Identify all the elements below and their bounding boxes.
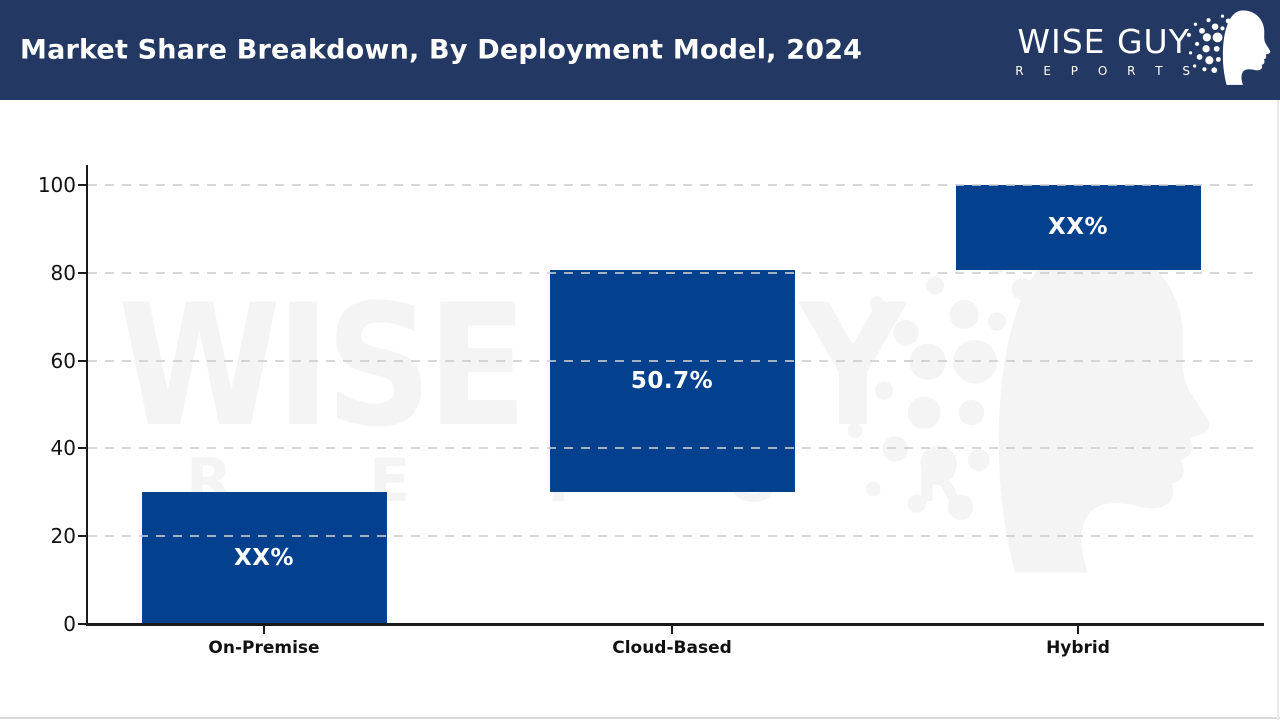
y-tick-20 <box>78 535 86 538</box>
bar-on-premise: XX% <box>141 492 387 624</box>
x-tick-label-on-premise: On-Premise <box>208 638 320 658</box>
brand-logo: WISE GUY R E P O R T S <box>1014 4 1270 96</box>
x-tick-on-premise <box>263 626 265 634</box>
gridline-40 <box>88 447 1256 450</box>
page-title: Market Share Breakdown, By Deployment Mo… <box>20 34 863 66</box>
header-bar: Market Share Breakdown, By Deployment Mo… <box>0 0 1280 100</box>
bar-value-label: XX% <box>233 545 294 572</box>
gridline-100 <box>88 184 1256 186</box>
bar-value-label: XX% <box>1047 214 1108 241</box>
bar-hybrid: XX% <box>955 185 1201 270</box>
y-tick-label-20: 20 <box>50 524 76 549</box>
y-tick-60 <box>78 359 86 362</box>
y-tick-label-60: 60 <box>50 348 76 373</box>
chart-plot-area: 0 20 40 60 80 100 XX% 50.7% XX% On-Premise Cloud-B… <box>0 100 1280 720</box>
y-axis-line <box>86 165 88 625</box>
y-tick-80 <box>78 271 86 274</box>
y-tick-40 <box>78 447 86 450</box>
brand-subtitle: R E P O R T S <box>1015 64 1198 78</box>
face-profile-dots-icon <box>1184 10 1274 86</box>
x-tick-label-hybrid: Hybrid <box>1046 638 1110 658</box>
gridline-60 <box>88 359 1256 362</box>
x-axis-line <box>86 623 1264 626</box>
x-tick-label-cloud-based: Cloud-Based <box>612 638 732 658</box>
x-tick-cloud-based <box>671 626 673 634</box>
brand-logo-text: WISE GUY R E P O R T S <box>1009 22 1198 78</box>
brand-name: WISE GUY <box>1017 22 1190 61</box>
y-tick-100 <box>78 184 86 186</box>
right-border-line <box>1277 100 1279 720</box>
bar-value-label: 50.7% <box>630 368 714 394</box>
bottom-border-line <box>0 717 1280 719</box>
y-tick-label-100: 100 <box>37 173 76 197</box>
y-tick-label-0: 0 <box>63 612 76 636</box>
x-tick-hybrid <box>1077 626 1079 634</box>
y-tick-label-40: 40 <box>50 436 76 461</box>
y-tick-label-80: 80 <box>50 260 76 285</box>
gridline-80 <box>88 271 1256 274</box>
gridline-20 <box>88 535 1256 538</box>
y-tick-0 <box>78 623 86 625</box>
bar-cloud-based: 50.7% <box>549 269 795 493</box>
